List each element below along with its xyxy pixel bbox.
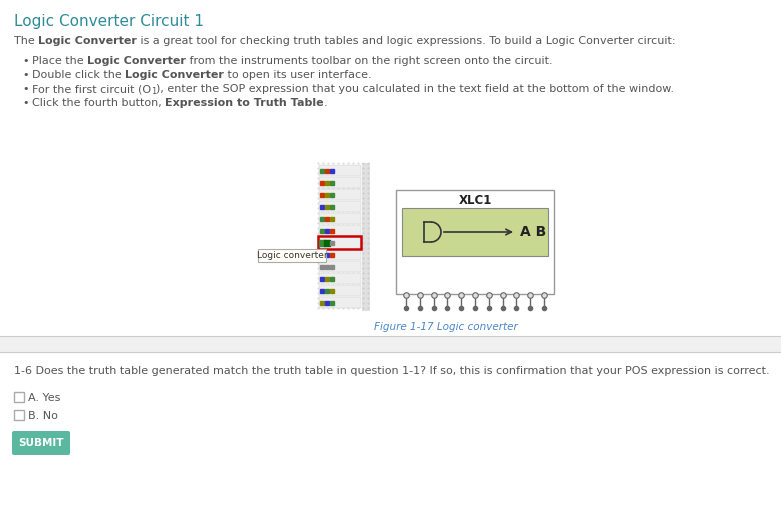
Bar	[319, 297, 361, 308]
Text: Figure 1-17 Logic converter: Figure 1-17 Logic converter	[374, 322, 518, 332]
Bar	[258, 249, 326, 262]
Text: A. Yes: A. Yes	[28, 393, 60, 403]
Bar	[402, 208, 548, 256]
Text: 1-6 Does the truth table generated match the truth table in question 1-1? If so,: 1-6 Does the truth table generated match…	[14, 366, 769, 376]
Text: is a great tool for checking truth tables and logic expressions. To build a Logi: is a great tool for checking truth table…	[137, 36, 676, 46]
Bar	[319, 201, 361, 212]
Text: Logic Converter Circuit 1: Logic Converter Circuit 1	[14, 14, 204, 29]
Text: Place the: Place the	[32, 56, 87, 66]
Text: Double click the: Double click the	[32, 70, 125, 80]
Text: ), enter the SOP expression that you calculated in the text field at the bottom : ), enter the SOP expression that you cal…	[156, 84, 674, 94]
Text: XLC1: XLC1	[458, 194, 492, 208]
Bar	[319, 285, 361, 296]
Bar	[319, 225, 361, 236]
Bar	[319, 213, 361, 224]
Bar	[319, 273, 361, 284]
Bar	[396, 190, 554, 294]
Text: Logic converter: Logic converter	[257, 251, 327, 261]
Text: Logic Converter: Logic Converter	[87, 56, 186, 66]
Text: Logic Converter: Logic Converter	[38, 36, 137, 46]
Bar	[319, 177, 361, 188]
Bar	[318, 236, 361, 249]
Bar	[14, 392, 24, 402]
Text: from the instruments toolbar on the right screen onto the circuit.: from the instruments toolbar on the righ…	[186, 56, 553, 66]
Text: .: .	[324, 98, 327, 108]
Text: SUBMIT: SUBMIT	[18, 438, 64, 448]
Text: 1: 1	[152, 87, 156, 96]
Text: Click the fourth button,: Click the fourth button,	[32, 98, 166, 108]
Bar	[319, 261, 361, 272]
Text: For the first circuit (O: For the first circuit (O	[32, 84, 152, 94]
Text: Expression to Truth Table: Expression to Truth Table	[166, 98, 324, 108]
Text: A B: A B	[520, 225, 546, 239]
Bar	[14, 410, 24, 420]
Text: •: •	[22, 84, 28, 94]
Text: •: •	[22, 98, 28, 108]
Text: The: The	[14, 36, 38, 46]
Bar	[319, 189, 361, 200]
Text: •: •	[22, 70, 28, 80]
Bar	[319, 165, 361, 176]
Bar	[319, 249, 361, 260]
Bar	[0, 336, 781, 352]
Bar	[362, 163, 370, 311]
Text: •: •	[22, 56, 28, 66]
Bar	[319, 237, 361, 248]
Text: B. No: B. No	[28, 411, 58, 421]
Text: Logic Converter: Logic Converter	[125, 70, 224, 80]
FancyBboxPatch shape	[12, 431, 70, 455]
Text: to open its user interface.: to open its user interface.	[224, 70, 372, 80]
